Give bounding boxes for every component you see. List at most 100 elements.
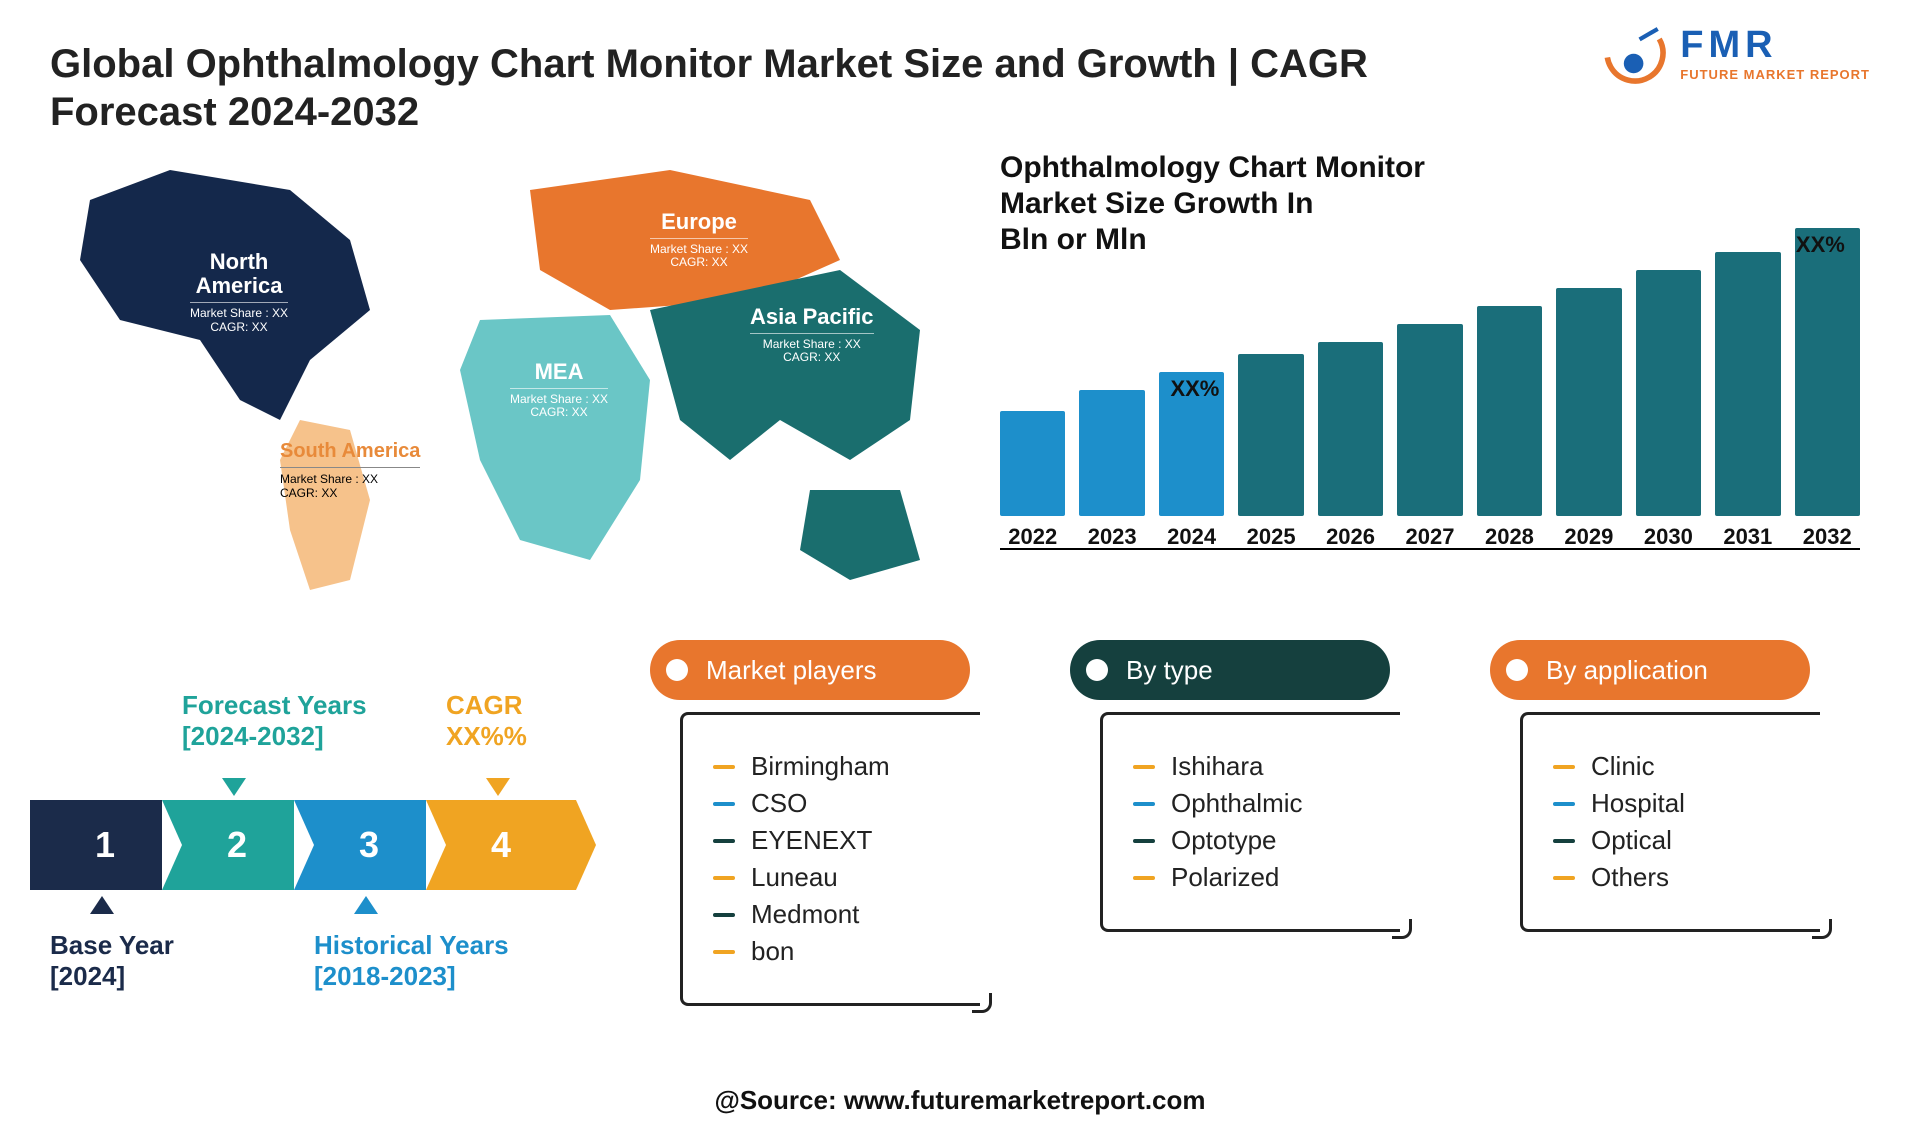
list-tick-icon bbox=[713, 839, 735, 843]
list-item-label: Optical bbox=[1591, 825, 1672, 856]
timeline-label-4: CAGRXX%% bbox=[446, 690, 527, 752]
bracket: Clinic Hospital Optical Others bbox=[1520, 712, 1820, 932]
bar-chart: Ophthalmology Chart Monitor Market Size … bbox=[1000, 150, 1870, 590]
list-item: Ishihara bbox=[1133, 751, 1400, 782]
list-item: Hospital bbox=[1553, 788, 1820, 819]
bracket: Ishihara Ophthalmic Optotype Polarized bbox=[1100, 712, 1400, 932]
list-item-label: EYENEXT bbox=[751, 825, 872, 856]
map-label-north-america: NorthAmericaMarket Share : XXCAGR: XX bbox=[190, 250, 288, 334]
list-item: Optotype bbox=[1133, 825, 1400, 856]
map-label-south-america: South AmericaMarket Share : XXCAGR: XX bbox=[280, 440, 420, 500]
list-tick-icon bbox=[713, 765, 735, 769]
bar-2027: 2027 bbox=[1397, 324, 1462, 550]
bar-2026: 2026 bbox=[1318, 342, 1383, 550]
list-item: Polarized bbox=[1133, 862, 1400, 893]
region-mea bbox=[460, 315, 650, 560]
info-list: Clinic Hospital Optical Others bbox=[1553, 751, 1820, 893]
pill-header: Market players bbox=[650, 640, 970, 700]
timeline-label-2: Forecast Years[2024-2032] bbox=[182, 690, 367, 752]
chart-bars: 2022202320242025202620272028202920302031… bbox=[1000, 220, 1860, 550]
bar-rect-2023 bbox=[1079, 390, 1144, 516]
timeline: 1234 Base Year[2024]Forecast Years[2024-… bbox=[30, 650, 630, 1010]
list-item: Optical bbox=[1553, 825, 1820, 856]
timeline-pointer bbox=[486, 778, 510, 796]
map-svg bbox=[50, 160, 950, 600]
bar-rect-2026 bbox=[1318, 342, 1383, 516]
info-list: Ishihara Ophthalmic Optotype Polarized bbox=[1133, 751, 1400, 893]
pill-header: By application bbox=[1490, 640, 1810, 700]
logo-subtitle: FUTURE MARKET REPORT bbox=[1680, 67, 1870, 82]
list-item-label: Polarized bbox=[1171, 862, 1279, 893]
list-item: Luneau bbox=[713, 862, 980, 893]
timeline-seg-1: 1 bbox=[30, 800, 180, 890]
bar-year-label: 2031 bbox=[1723, 524, 1772, 550]
bar-year-label: 2030 bbox=[1644, 524, 1693, 550]
source-attribution: @Source: www.futuremarketreport.com bbox=[714, 1085, 1205, 1116]
list-item-label: Optotype bbox=[1171, 825, 1277, 856]
bar-year-label: 2027 bbox=[1406, 524, 1455, 550]
bar-2029: 2029 bbox=[1556, 288, 1621, 550]
pill-header: By type bbox=[1070, 640, 1390, 700]
bar-year-label: 2029 bbox=[1564, 524, 1613, 550]
timeline-seg-3: 3 bbox=[294, 800, 444, 890]
logo-icon bbox=[1600, 18, 1670, 88]
bar-year-label: 2024 bbox=[1167, 524, 1216, 550]
bar-rect-2031 bbox=[1715, 252, 1780, 516]
timeline-pointer bbox=[90, 896, 114, 914]
info-col-market-players: Market players Birmingham CSO EYENEXT Luneau… bbox=[650, 640, 1030, 1006]
bar-year-label: 2026 bbox=[1326, 524, 1375, 550]
page-title: Global Ophthalmology Chart Monitor Marke… bbox=[50, 40, 1450, 136]
list-tick-icon bbox=[1133, 876, 1155, 880]
list-item: Medmont bbox=[713, 899, 980, 930]
list-item: EYENEXT bbox=[713, 825, 980, 856]
timeline-seg-2: 2 bbox=[162, 800, 312, 890]
info-list: Birmingham CSO EYENEXT Luneau Medmont bon bbox=[713, 751, 980, 967]
bar-rect-2030 bbox=[1636, 270, 1701, 516]
timeline-label-3: Historical Years[2018-2023] bbox=[314, 930, 509, 992]
list-tick-icon bbox=[1133, 765, 1155, 769]
list-tick-icon bbox=[713, 802, 735, 806]
region-australia bbox=[800, 490, 920, 580]
list-tick-icon bbox=[1133, 802, 1155, 806]
timeline-seg-4: 4 bbox=[426, 800, 576, 890]
list-item-label: bon bbox=[751, 936, 794, 967]
brand-logo: FMR FUTURE MARKET REPORT bbox=[1600, 18, 1870, 88]
map-label-mea: MEAMarket Share : XXCAGR: XX bbox=[510, 360, 608, 420]
map-label-europe: EuropeMarket Share : XXCAGR: XX bbox=[650, 210, 748, 270]
bar-rect-2028 bbox=[1477, 306, 1542, 516]
bar-annotation: XX% bbox=[1796, 232, 1845, 258]
list-item-label: Birmingham bbox=[751, 751, 890, 782]
bar-rect-2025 bbox=[1238, 354, 1303, 516]
list-item: Birmingham bbox=[713, 751, 980, 782]
info-columns: Market players Birmingham CSO EYENEXT Luneau… bbox=[650, 640, 1870, 1006]
map-label-asia-pacific: Asia PacificMarket Share : XXCAGR: XX bbox=[750, 305, 874, 365]
info-col-by-type: By type Ishihara Ophthalmic Optotype Polariz… bbox=[1070, 640, 1450, 1006]
list-item: Clinic bbox=[1553, 751, 1820, 782]
bar-2032: 2032 bbox=[1795, 228, 1860, 550]
logo-acronym: FMR bbox=[1680, 24, 1870, 67]
bar-2030: 2030 bbox=[1636, 270, 1701, 550]
timeline-pointer bbox=[354, 896, 378, 914]
bar-rect-2032 bbox=[1795, 228, 1860, 516]
list-tick-icon bbox=[1553, 802, 1575, 806]
bar-year-label: 2022 bbox=[1008, 524, 1057, 550]
bar-2022: 2022 bbox=[1000, 411, 1065, 550]
list-item: CSO bbox=[713, 788, 980, 819]
bar-year-label: 2028 bbox=[1485, 524, 1534, 550]
list-tick-icon bbox=[713, 876, 735, 880]
bracket-hook bbox=[1812, 919, 1832, 939]
list-item-label: Luneau bbox=[751, 862, 838, 893]
list-item: Others bbox=[1553, 862, 1820, 893]
list-item-label: Clinic bbox=[1591, 751, 1655, 782]
bracket-hook bbox=[1392, 919, 1412, 939]
list-tick-icon bbox=[1553, 765, 1575, 769]
list-item-label: Medmont bbox=[751, 899, 859, 930]
bar-rect-2029 bbox=[1556, 288, 1621, 516]
bar-year-label: 2023 bbox=[1088, 524, 1137, 550]
list-tick-icon bbox=[1133, 839, 1155, 843]
list-item: Ophthalmic bbox=[1133, 788, 1400, 819]
bracket-hook bbox=[972, 993, 992, 1013]
list-tick-icon bbox=[1553, 876, 1575, 880]
info-col-by-application: By application Clinic Hospital Optical Other… bbox=[1490, 640, 1870, 1006]
bar-rect-2027 bbox=[1397, 324, 1462, 516]
